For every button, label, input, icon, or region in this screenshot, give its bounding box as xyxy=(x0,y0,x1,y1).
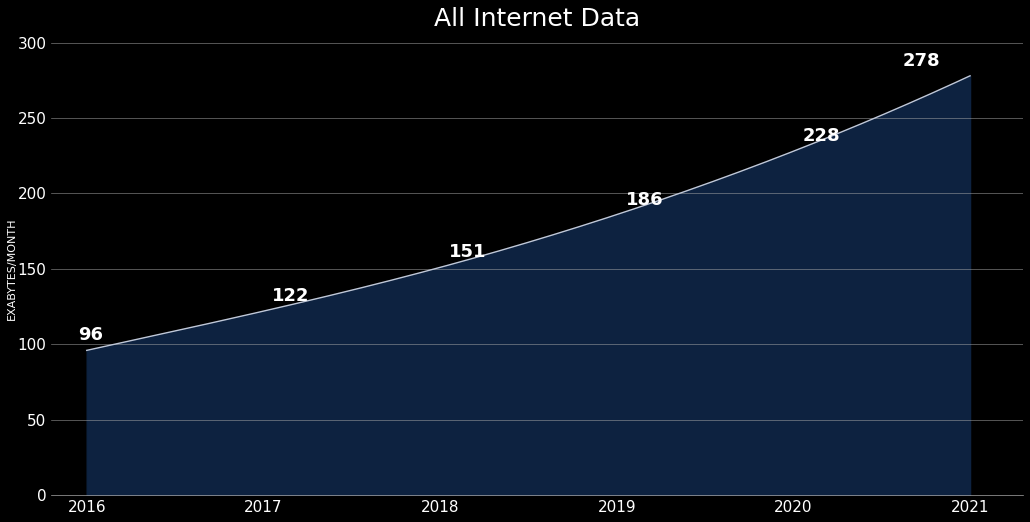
Y-axis label: EXABYTES/MONTH: EXABYTES/MONTH xyxy=(7,218,16,320)
Title: All Internet Data: All Internet Data xyxy=(435,7,641,31)
Text: 96: 96 xyxy=(78,326,103,345)
Text: 228: 228 xyxy=(802,127,839,145)
Text: 122: 122 xyxy=(272,287,310,305)
Text: 278: 278 xyxy=(903,52,940,70)
Text: 186: 186 xyxy=(625,191,663,209)
Text: 151: 151 xyxy=(449,243,486,262)
